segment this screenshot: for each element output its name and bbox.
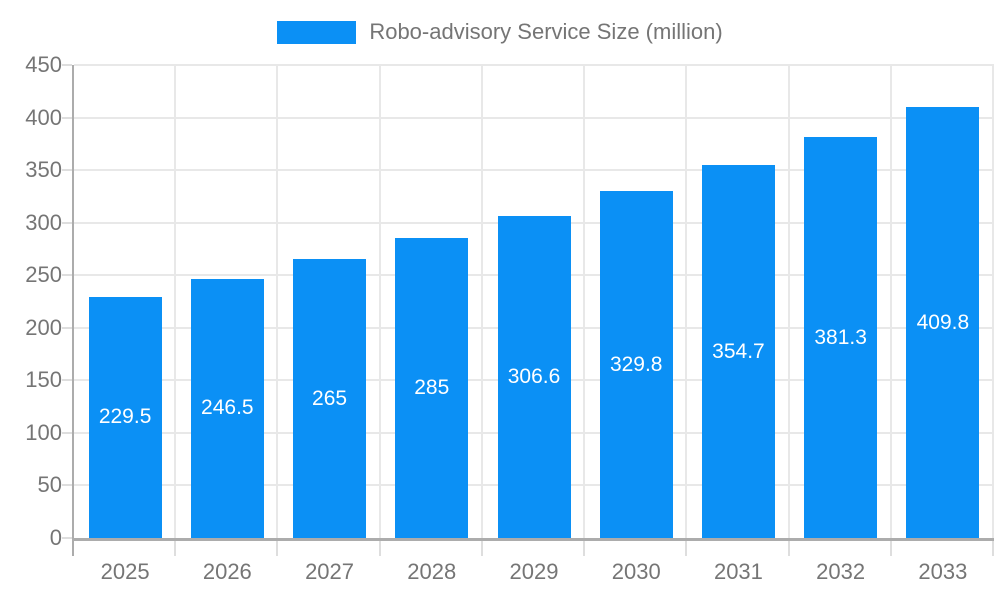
- v-gridline: [174, 65, 177, 538]
- y-tick: [62, 274, 72, 277]
- y-axis-label: 350: [25, 157, 62, 183]
- x-axis-label: 2031: [713, 559, 763, 584]
- x-tick: [480, 538, 483, 556]
- y-axis-label: 400: [25, 104, 62, 130]
- v-gridline: [889, 65, 892, 538]
- x-axis-label: 2033: [918, 559, 968, 584]
- y-tick: [62, 221, 72, 224]
- bar-value-label: 354.7: [712, 339, 765, 363]
- x-axis-label: 2026: [202, 559, 252, 584]
- y-axis-label: 450: [25, 52, 62, 77]
- bar-value-label: 329.8: [609, 352, 663, 376]
- x-tick: [583, 538, 586, 556]
- bar: 265: [293, 259, 367, 538]
- v-gridline: [583, 65, 586, 538]
- h-gridline: [74, 116, 994, 119]
- h-gridline: [74, 169, 994, 172]
- y-tick: [62, 64, 72, 66]
- y-tick: [62, 431, 72, 434]
- y-tick: [62, 379, 72, 382]
- x-tick: [889, 538, 892, 556]
- y-axis-label: 100: [25, 419, 62, 445]
- x-tick: [276, 538, 279, 556]
- bar: 229.5: [88, 296, 162, 538]
- x-axis-label: 2032: [816, 559, 866, 584]
- x-axis-label: 2028: [407, 559, 457, 584]
- v-gridline: [685, 65, 688, 538]
- y-tick: [62, 116, 72, 119]
- legend: Robo-advisory Service Size (million): [0, 19, 1000, 45]
- x-tick: [72, 538, 74, 556]
- bar-value-label: 381.3: [814, 325, 867, 349]
- bar: 329.8: [599, 191, 673, 538]
- y-tick: [62, 169, 72, 172]
- v-gridline: [992, 65, 994, 538]
- x-tick: [378, 538, 381, 556]
- x-tick: [174, 538, 177, 556]
- bar-value-label: 265: [312, 386, 348, 410]
- x-tick: [685, 538, 688, 556]
- bar: 306.6: [497, 215, 571, 538]
- bar: 285: [395, 238, 469, 538]
- bar: 354.7: [701, 165, 775, 538]
- y-tick: [62, 326, 72, 329]
- v-gridline: [378, 65, 381, 538]
- x-tick: [992, 538, 994, 556]
- bar-value-label: 306.6: [507, 364, 561, 388]
- bar-value-label: 409.8: [916, 310, 970, 334]
- v-gridline: [480, 65, 483, 538]
- x-axis-label: 2029: [509, 559, 559, 584]
- y-axis-label: 200: [25, 314, 62, 340]
- h-gridline: [74, 64, 994, 66]
- x-axis-label: 2027: [305, 559, 355, 584]
- x-axis-label: 2025: [100, 559, 150, 584]
- bar-value-label: 229.5: [98, 405, 152, 429]
- y-axis-label: 300: [25, 209, 62, 235]
- bar: 381.3: [804, 137, 878, 538]
- v-gridline: [276, 65, 279, 538]
- y-axis-label: 250: [25, 262, 62, 288]
- x-axis-line: [72, 538, 994, 541]
- y-tick: [62, 537, 72, 539]
- y-tick: [62, 484, 72, 487]
- y-axis-line: [72, 65, 74, 538]
- legend-swatch: [277, 20, 357, 44]
- v-gridline: [787, 65, 790, 538]
- y-axis-label: 150: [25, 367, 62, 393]
- y-axis-label: 0: [49, 525, 62, 550]
- legend-label: Robo-advisory Service Size (million): [369, 19, 723, 44]
- bar-value-label: 246.5: [201, 396, 254, 420]
- bar: 246.5: [190, 278, 264, 538]
- bar: 409.8: [906, 107, 980, 538]
- x-axis-label: 2030: [611, 559, 661, 584]
- plot-area: 229.5 246.5 265 285 306.6 329.8 354.7 381.3 409.…: [62, 64, 994, 556]
- bar-value-label: 285: [414, 376, 450, 400]
- y-axis-label: 50: [37, 472, 62, 498]
- x-tick: [787, 538, 790, 556]
